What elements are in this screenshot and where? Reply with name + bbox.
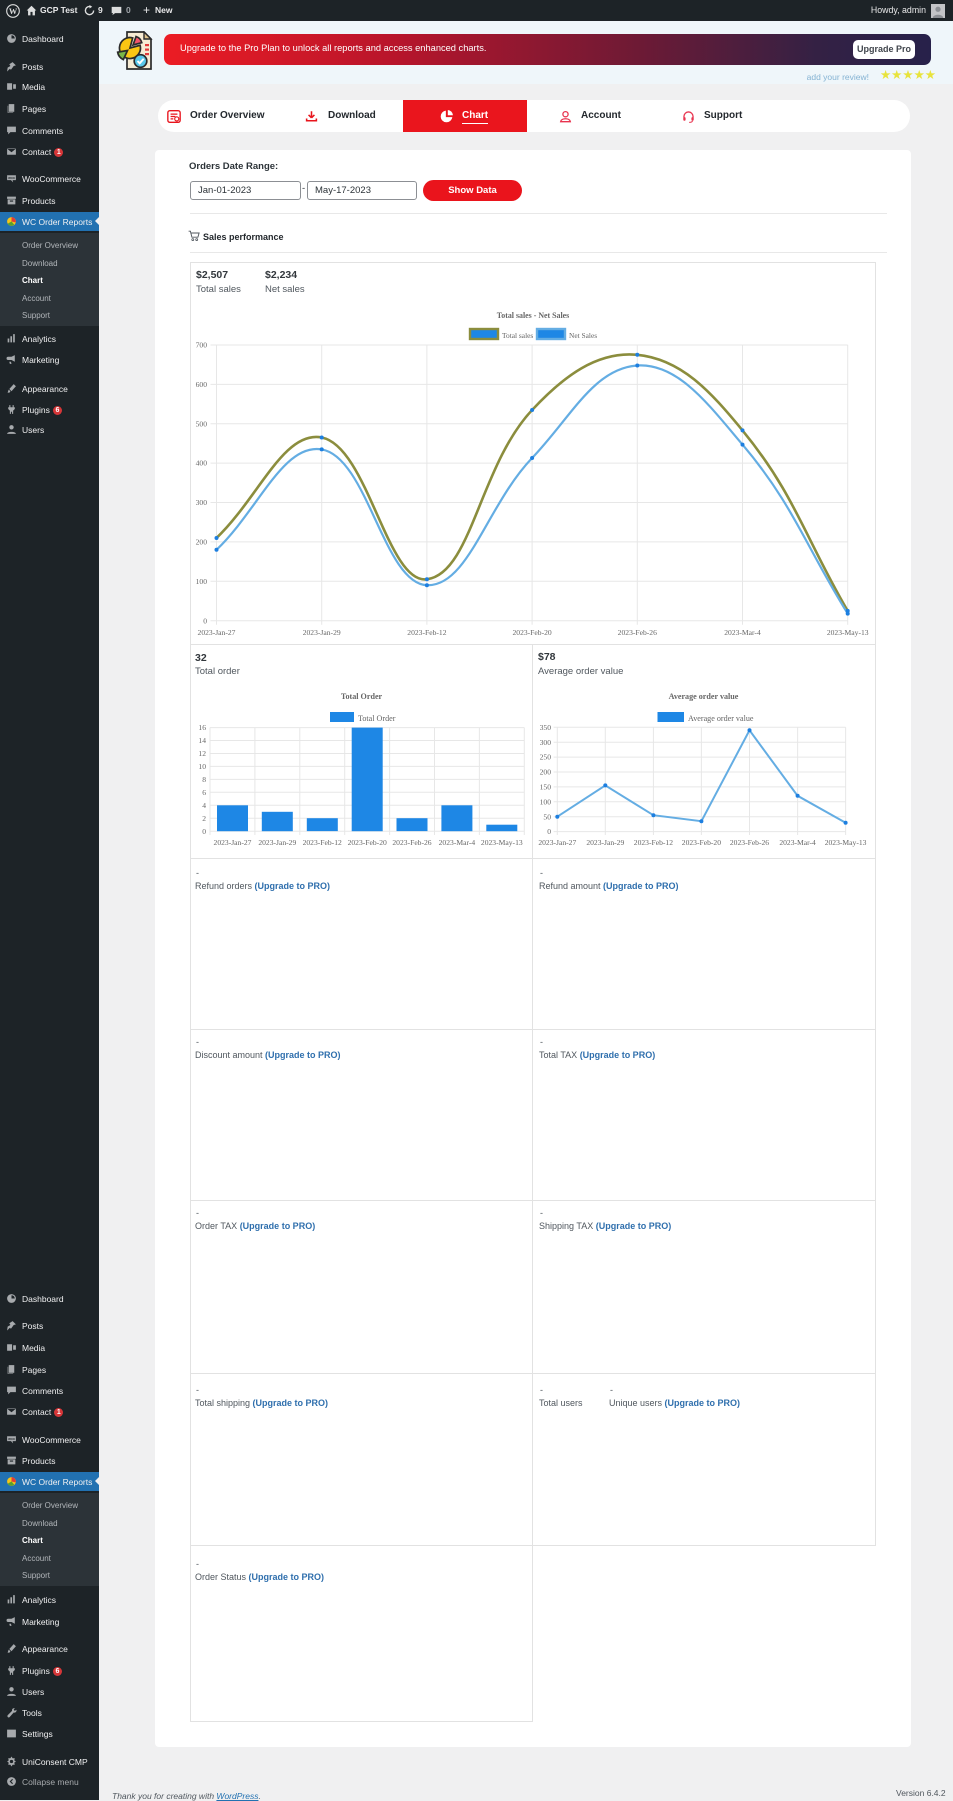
svg-text:2023-Feb-12: 2023-Feb-12 — [407, 628, 446, 637]
svg-text:2023-Mar-4: 2023-Mar-4 — [779, 838, 816, 847]
svg-text:4: 4 — [202, 801, 206, 810]
svg-text:2023-Jan-27: 2023-Jan-27 — [538, 838, 576, 847]
svg-text:600: 600 — [196, 380, 208, 389]
svg-text:350: 350 — [540, 723, 552, 732]
svg-text:2023-May-13: 2023-May-13 — [827, 628, 869, 637]
svg-text:WOO: WOO — [8, 176, 16, 180]
svg-text:150: 150 — [540, 783, 552, 792]
svg-text:50: 50 — [543, 812, 551, 821]
svg-text:2023-Feb-26: 2023-Feb-26 — [618, 628, 657, 637]
svg-text:400: 400 — [196, 459, 208, 468]
svg-text:WOO: WOO — [8, 1437, 16, 1441]
svg-text:2023-Jan-27: 2023-Jan-27 — [198, 628, 236, 637]
svg-text:2023-May-13: 2023-May-13 — [825, 838, 867, 847]
svg-text:16: 16 — [198, 723, 206, 732]
svg-text:2023-Jan-29: 2023-Jan-29 — [258, 838, 296, 847]
svg-text:2023-Feb-20: 2023-Feb-20 — [348, 838, 387, 847]
svg-text:100: 100 — [540, 797, 552, 806]
svg-text:Average order value: Average order value — [669, 692, 739, 701]
svg-text:Total Order: Total Order — [358, 714, 396, 723]
svg-text:2023-Jan-27: 2023-Jan-27 — [214, 838, 252, 847]
svg-text:2023-Mar-4: 2023-Mar-4 — [724, 628, 761, 637]
svg-text:0: 0 — [202, 827, 206, 836]
svg-text:2023-Feb-12: 2023-Feb-12 — [303, 838, 342, 847]
svg-text:2023-May-13: 2023-May-13 — [481, 838, 523, 847]
svg-text:Average order value: Average order value — [688, 714, 754, 723]
svg-text:2023-Feb-20: 2023-Feb-20 — [682, 838, 721, 847]
svg-text:Total sales: Total sales — [502, 331, 533, 340]
svg-text:2023-Feb-12: 2023-Feb-12 — [634, 838, 673, 847]
svg-text:200: 200 — [196, 538, 208, 547]
svg-text:250: 250 — [540, 753, 552, 762]
svg-text:12: 12 — [198, 749, 206, 758]
svg-text:14: 14 — [198, 736, 206, 745]
svg-text:2023-Mar-4: 2023-Mar-4 — [439, 838, 476, 847]
svg-text:8: 8 — [202, 775, 206, 784]
svg-text:2023-Jan-29: 2023-Jan-29 — [586, 838, 624, 847]
svg-text:2023-Jan-29: 2023-Jan-29 — [303, 628, 341, 637]
svg-text:2: 2 — [202, 814, 206, 823]
svg-text:300: 300 — [540, 738, 552, 747]
svg-text:200: 200 — [540, 768, 552, 777]
svg-text:10: 10 — [198, 762, 206, 771]
svg-text:6: 6 — [202, 788, 206, 797]
svg-text:0: 0 — [547, 827, 551, 836]
svg-text:300: 300 — [196, 498, 208, 507]
svg-text:Net Sales: Net Sales — [569, 331, 597, 340]
svg-text:2023-Feb-26: 2023-Feb-26 — [730, 838, 769, 847]
svg-text:W: W — [9, 6, 18, 15]
svg-text:Total Order: Total Order — [341, 692, 383, 701]
svg-text:Total sales - Net Sales: Total sales - Net Sales — [497, 311, 569, 320]
svg-text:100: 100 — [196, 577, 208, 586]
svg-text:700: 700 — [196, 341, 208, 350]
svg-text:2023-Feb-26: 2023-Feb-26 — [392, 838, 431, 847]
svg-text:500: 500 — [196, 419, 208, 428]
svg-text:0: 0 — [203, 616, 207, 625]
svg-text:2023-Feb-20: 2023-Feb-20 — [512, 628, 551, 637]
